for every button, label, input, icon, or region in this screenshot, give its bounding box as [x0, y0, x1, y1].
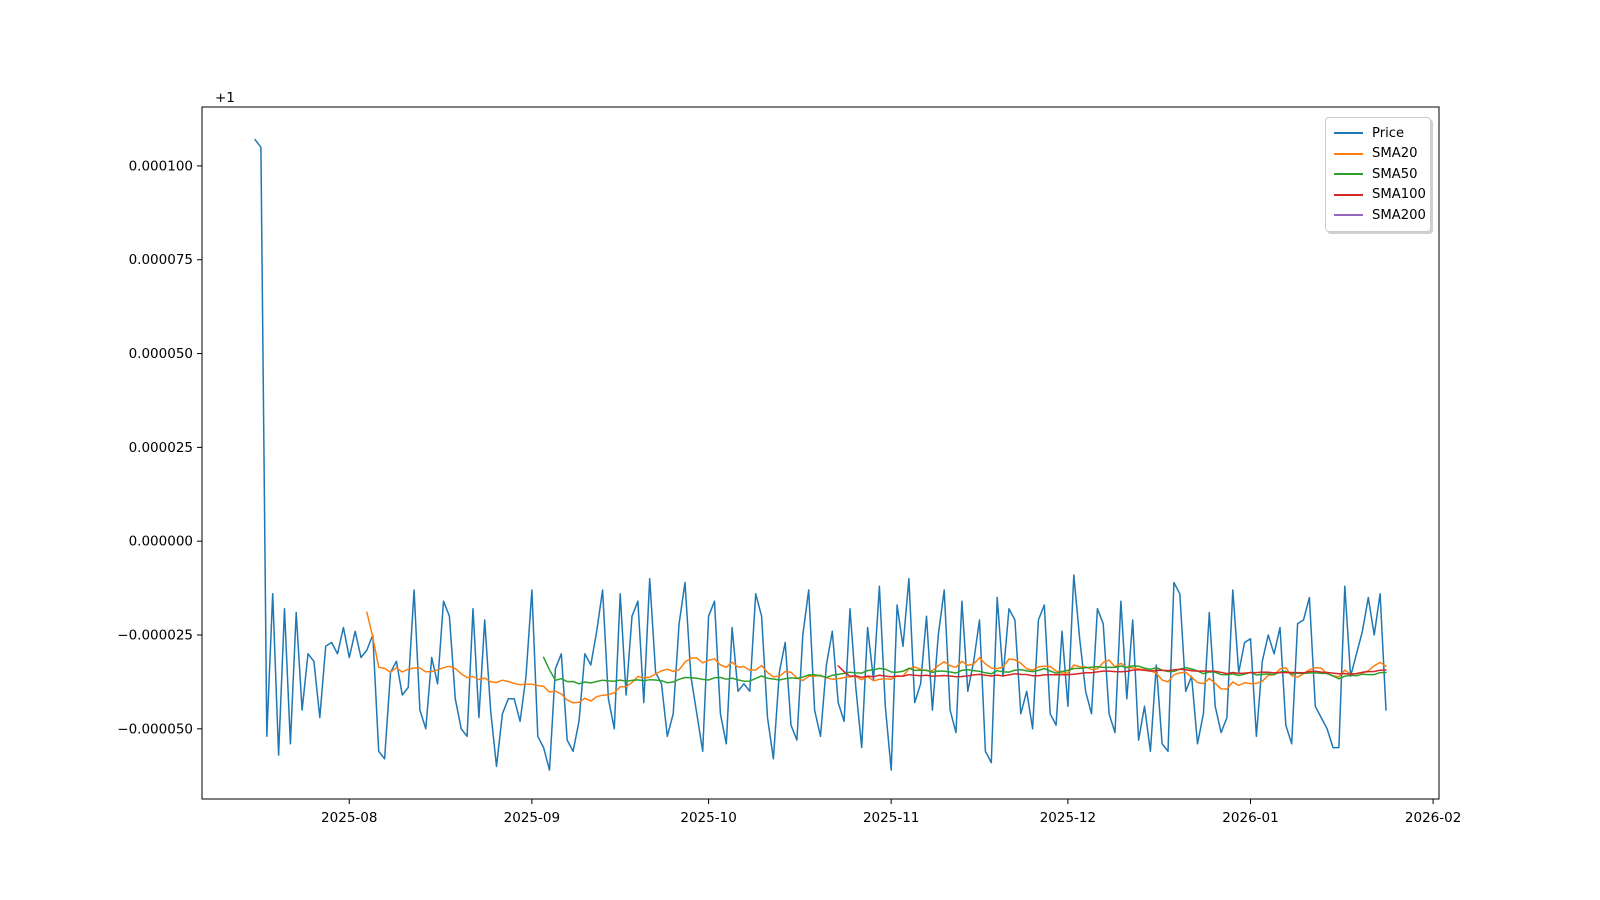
y-axis-tick-label: 0.000075: [129, 252, 193, 268]
sma50-line: [542, 656, 1387, 685]
legend-entry-sma200: SMA200: [1334, 205, 1426, 226]
y-axis-tick-label: 0.000000: [129, 534, 193, 550]
x-axis-tick-label: 2026-01: [1222, 810, 1278, 826]
legend-entry-price: Price: [1334, 123, 1422, 144]
y-axis-offset-label: +1: [215, 90, 235, 106]
legend-label-sma20: SMA20: [1372, 146, 1418, 162]
legend-label-sma100: SMA100: [1372, 187, 1426, 203]
legend-swatch-sma100: [1334, 193, 1363, 196]
y-axis-tick-label: 0.000025: [129, 440, 193, 456]
legend-swatch-price: [1334, 132, 1363, 135]
axes-spines: [201, 106, 1440, 800]
legend-swatch-sma200: [1334, 214, 1363, 217]
y-axis-tick-label: −0.000025: [117, 628, 193, 644]
legend-entry-sma50: SMA50: [1334, 164, 1422, 185]
y-axis-tick-label: −0.000050: [117, 721, 193, 737]
legend-label-sma50: SMA50: [1372, 166, 1418, 182]
x-axis-tick-label: 2026-02: [1405, 810, 1461, 826]
x-axis-tick-label: 2025-12: [1040, 810, 1096, 826]
x-axis-tick-label: 2025-09: [504, 810, 560, 826]
legend-label-price: Price: [1372, 125, 1405, 141]
legend: Price SMA20 SMA50 SMA100 SMA200: [1325, 117, 1431, 232]
y-axis-tick-label: 0.000050: [129, 346, 193, 362]
price-line: [254, 138, 1387, 771]
sma100-line: [837, 665, 1387, 679]
sma20-line: [366, 611, 1387, 704]
legend-label-sma200: SMA200: [1372, 207, 1426, 223]
legend-entry-sma20: SMA20: [1334, 144, 1422, 165]
x-axis-tick-label: 2025-11: [863, 810, 919, 826]
legend-swatch-sma20: [1334, 152, 1363, 155]
x-axis-tick-label: 2025-08: [321, 810, 377, 826]
legend-swatch-sma50: [1334, 173, 1363, 176]
x-axis-tick-label: 2025-10: [680, 810, 736, 826]
y-axis-tick-label: 0.000100: [129, 158, 193, 174]
legend-entry-sma100: SMA100: [1334, 185, 1426, 206]
